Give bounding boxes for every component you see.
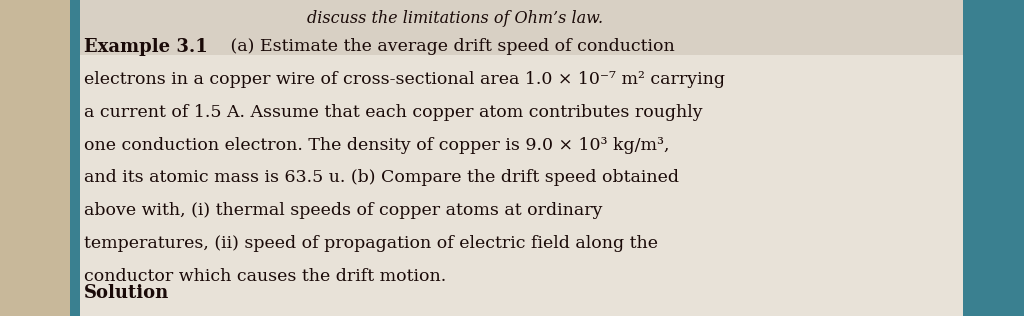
Bar <box>70 0 80 316</box>
Text: discuss the limitations of Ohm’s law.: discuss the limitations of Ohm’s law. <box>307 10 603 27</box>
Text: Solution: Solution <box>84 284 169 302</box>
Bar <box>0 0 70 316</box>
Text: (a) Estimate the average drift speed of conduction: (a) Estimate the average drift speed of … <box>225 38 675 55</box>
Text: Example 3.1: Example 3.1 <box>84 38 208 56</box>
Bar <box>963 0 1024 316</box>
Text: a current of 1.5 A. Assume that each copper atom contributes roughly: a current of 1.5 A. Assume that each cop… <box>84 104 702 121</box>
Text: and its atomic mass is 63.5 u. (b) Compare the drift speed obtained: and its atomic mass is 63.5 u. (b) Compa… <box>84 169 679 186</box>
Text: temperatures, (ii) speed of propagation of electric field along the: temperatures, (ii) speed of propagation … <box>84 235 658 252</box>
Text: conductor which causes the drift motion.: conductor which causes the drift motion. <box>84 268 446 285</box>
Bar <box>0 0 1024 55</box>
Text: above with, (i) thermal speeds of copper atoms at ordinary: above with, (i) thermal speeds of copper… <box>84 202 602 219</box>
Text: one conduction electron. The density of copper is 9.0 × 10³ kg/m³,: one conduction electron. The density of … <box>84 137 670 154</box>
Text: electrons in a copper wire of cross-sectional area 1.0 × 10⁻⁷ m² carrying: electrons in a copper wire of cross-sect… <box>84 71 725 88</box>
